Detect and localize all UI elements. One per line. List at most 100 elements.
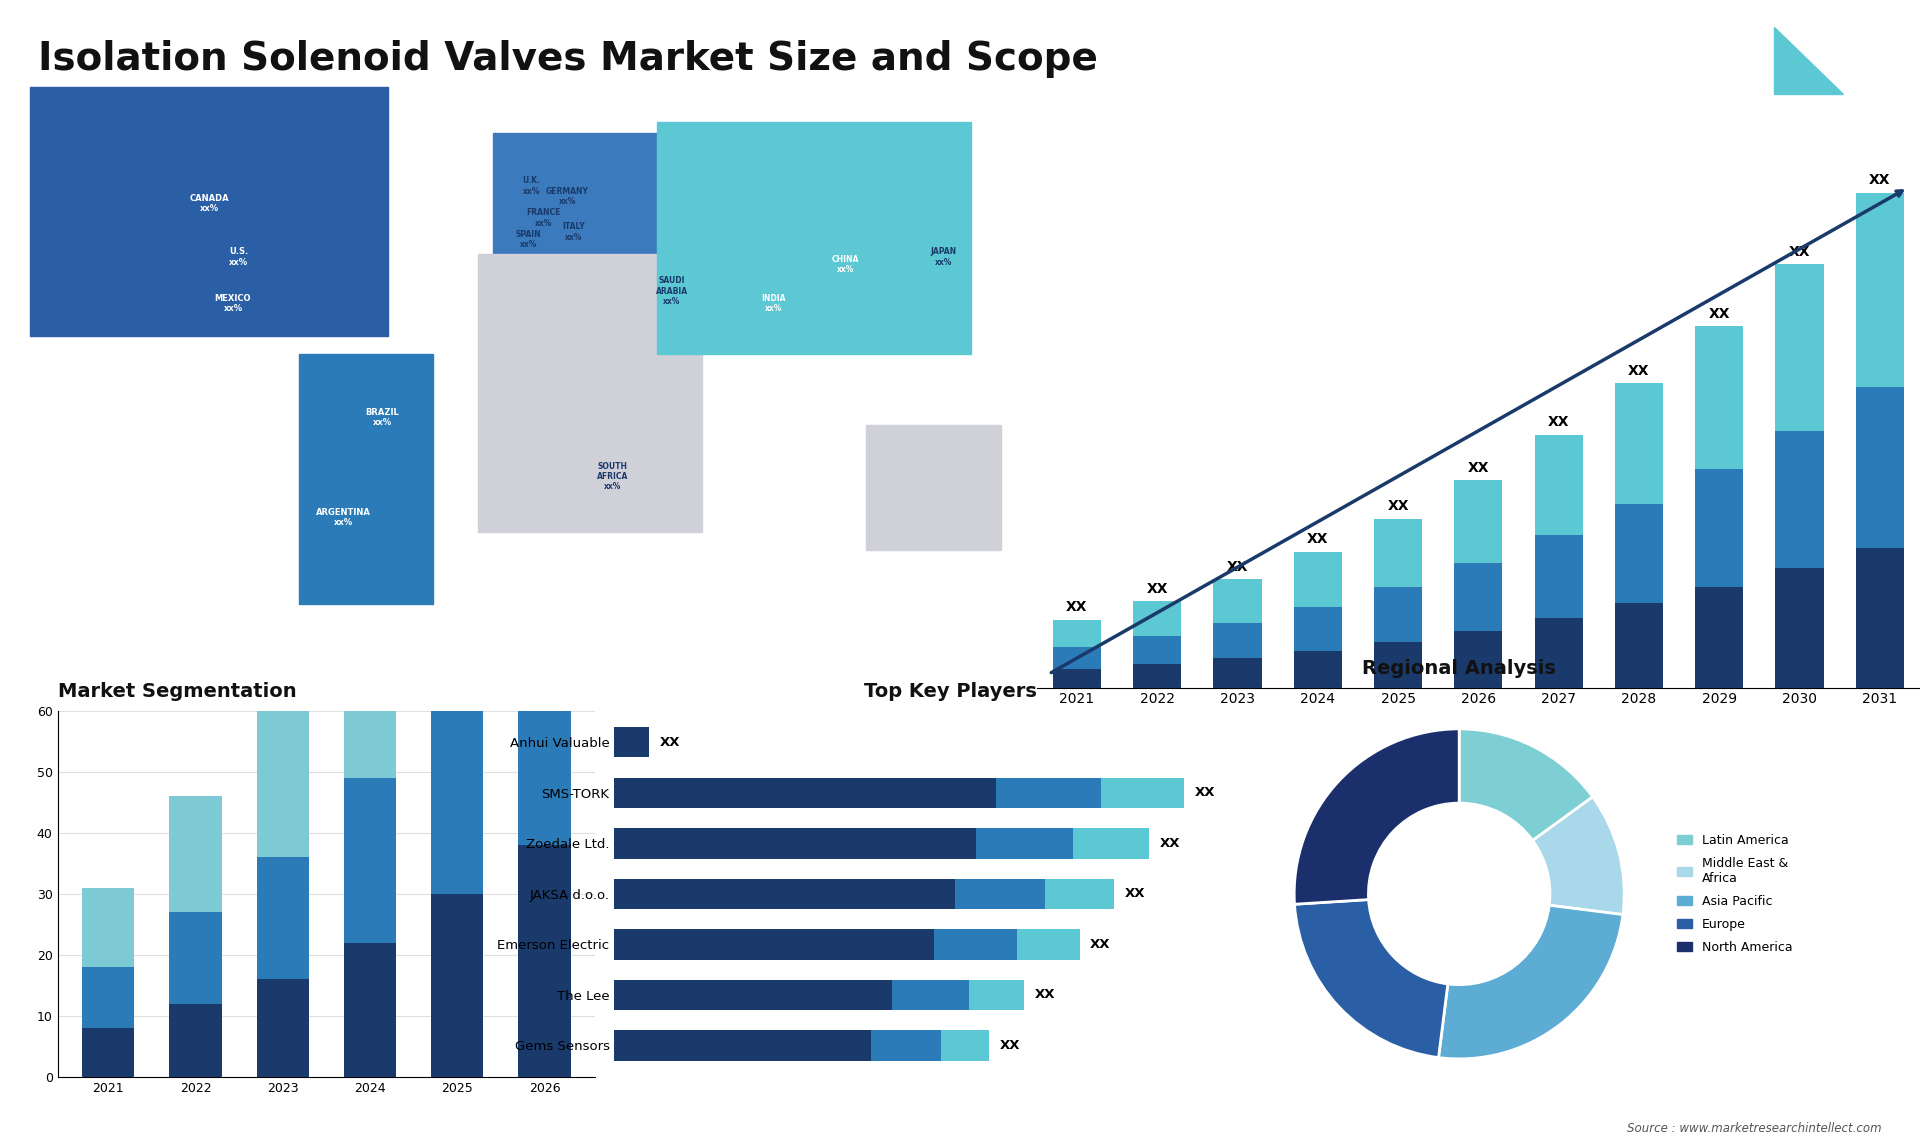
Text: ITALY
xx%: ITALY xx% xyxy=(563,222,586,242)
Bar xyxy=(1375,519,1423,587)
Bar xyxy=(1133,664,1181,688)
Bar xyxy=(1100,778,1185,808)
Text: XX: XX xyxy=(1628,363,1649,378)
Wedge shape xyxy=(1532,796,1624,915)
Bar xyxy=(1534,618,1582,688)
Bar xyxy=(614,929,933,959)
Bar xyxy=(1534,434,1582,535)
Text: SOUTH
AFRICA
xx%: SOUTH AFRICA xx% xyxy=(597,462,628,492)
Text: U.S.
xx%: U.S. xx% xyxy=(228,248,248,267)
Text: U.K.
xx%: U.K. xx% xyxy=(522,176,541,196)
Bar xyxy=(1052,647,1100,669)
Bar xyxy=(614,778,996,808)
Bar xyxy=(169,796,221,912)
Bar xyxy=(614,879,954,909)
Polygon shape xyxy=(31,87,388,336)
Text: XX: XX xyxy=(1066,601,1089,614)
Text: INDIA
xx%: INDIA xx% xyxy=(762,293,785,313)
Bar xyxy=(614,1030,872,1060)
Text: XX: XX xyxy=(1125,887,1146,901)
Text: XX: XX xyxy=(1789,244,1811,259)
Text: CANADA
xx%: CANADA xx% xyxy=(190,194,228,213)
Text: XX: XX xyxy=(660,736,680,748)
Bar xyxy=(1857,387,1905,548)
Wedge shape xyxy=(1438,905,1622,1059)
Bar xyxy=(518,845,570,1077)
Bar xyxy=(1133,602,1181,636)
Bar xyxy=(893,980,968,1010)
Legend: Type, Application, Geography: Type, Application, Geography xyxy=(612,717,728,780)
Legend: Latin America, Middle East &
Africa, Asia Pacific, Europe, North America: Latin America, Middle East & Africa, Asi… xyxy=(1672,829,1797,959)
Bar xyxy=(1695,470,1743,587)
Polygon shape xyxy=(1774,26,1843,94)
Bar xyxy=(1857,548,1905,688)
Bar xyxy=(1776,431,1824,568)
Text: MEXICO
xx%: MEXICO xx% xyxy=(215,293,252,313)
Bar xyxy=(941,1030,989,1060)
Title: Top Key Players: Top Key Players xyxy=(864,682,1037,700)
Bar xyxy=(1052,620,1100,647)
Bar xyxy=(1052,669,1100,688)
Bar xyxy=(344,576,396,778)
Text: XX: XX xyxy=(1194,786,1215,800)
Text: GERMANY
xx%: GERMANY xx% xyxy=(545,187,589,206)
Bar xyxy=(1695,327,1743,470)
Bar xyxy=(1294,552,1342,607)
Bar xyxy=(1453,480,1503,563)
Bar xyxy=(1294,651,1342,688)
Bar xyxy=(1018,929,1079,959)
Bar xyxy=(954,879,1044,909)
Text: Isolation Solenoid Valves Market Size and Scope: Isolation Solenoid Valves Market Size an… xyxy=(38,40,1098,78)
Text: XX: XX xyxy=(1548,415,1569,429)
Text: XX: XX xyxy=(1160,837,1181,850)
Text: XX: XX xyxy=(1308,533,1329,547)
Text: SPAIN
xx%: SPAIN xx% xyxy=(516,229,541,249)
Bar xyxy=(83,967,134,1028)
Polygon shape xyxy=(478,254,703,532)
Bar xyxy=(975,829,1073,858)
Bar xyxy=(1615,383,1663,504)
Bar xyxy=(518,246,570,576)
Text: XX: XX xyxy=(1091,937,1110,951)
Text: MARKET
RESEARCH
INTELLECT: MARKET RESEARCH INTELLECT xyxy=(1859,42,1905,73)
Bar xyxy=(257,857,309,980)
Wedge shape xyxy=(1294,900,1448,1058)
Bar xyxy=(344,778,396,943)
Polygon shape xyxy=(300,354,434,604)
Bar xyxy=(614,829,975,858)
Bar xyxy=(1857,193,1905,387)
Bar xyxy=(614,728,649,758)
Text: FRANCE
xx%: FRANCE xx% xyxy=(526,209,561,228)
Bar xyxy=(1213,623,1261,658)
Bar xyxy=(614,980,893,1010)
Text: BRAZIL
xx%: BRAZIL xx% xyxy=(365,408,399,427)
Text: XX: XX xyxy=(1227,560,1248,574)
Bar xyxy=(432,423,484,680)
Bar xyxy=(169,1004,221,1077)
Text: XX: XX xyxy=(1388,500,1409,513)
Bar xyxy=(257,705,309,857)
Bar xyxy=(83,1028,134,1077)
Bar xyxy=(432,680,484,894)
Text: Market Segmentation: Market Segmentation xyxy=(58,682,296,700)
Bar xyxy=(344,943,396,1077)
Text: XX: XX xyxy=(1868,173,1891,187)
Bar xyxy=(1776,264,1824,431)
Bar xyxy=(1375,587,1423,642)
Bar xyxy=(1375,642,1423,688)
Text: XX: XX xyxy=(1035,988,1056,1002)
Polygon shape xyxy=(493,133,657,265)
Bar xyxy=(1695,587,1743,688)
Bar xyxy=(1044,879,1114,909)
Bar xyxy=(968,980,1023,1010)
Bar xyxy=(1453,630,1503,688)
Bar xyxy=(872,1030,941,1060)
Bar xyxy=(996,778,1100,808)
Text: XX: XX xyxy=(1467,461,1490,474)
Bar xyxy=(1534,535,1582,618)
Text: XX: XX xyxy=(1146,582,1167,596)
Bar xyxy=(1213,658,1261,688)
Bar xyxy=(257,980,309,1077)
Bar xyxy=(1615,504,1663,603)
Bar xyxy=(933,929,1018,959)
